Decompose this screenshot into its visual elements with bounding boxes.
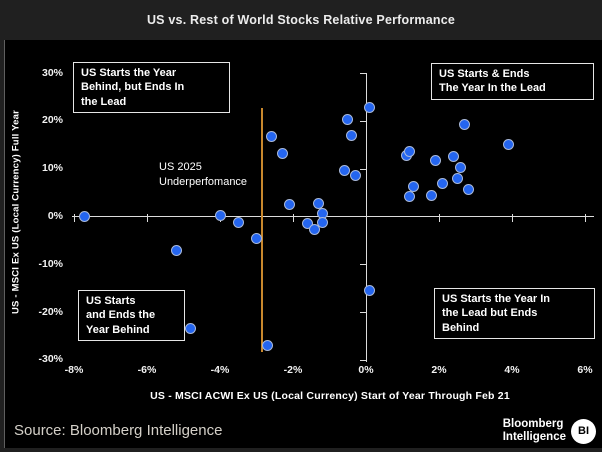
y-tick-mark [360,312,366,314]
x-tick-label: 0% [358,364,374,376]
data-point [79,211,91,222]
x-tick-mark [74,213,75,222]
x-tick-label: 4% [504,364,520,376]
data-point [404,190,416,202]
y-tick-label: -10% [38,257,63,270]
data-point [261,340,273,352]
data-point [462,184,474,196]
data-point [283,199,295,211]
data-point [455,161,467,173]
data-point [265,131,277,143]
annotation-top-right: US Starts & Ends The Year In the Lead [431,63,594,100]
x-tick-mark [512,213,513,222]
bloomberg-intelligence-logo: Bloomberg Intelligence BI [503,418,596,444]
data-point [437,177,449,189]
brand-line-1: Bloomberg [502,418,564,430]
us-2025-reference-line [260,108,263,352]
annotation-bottom-right: US Starts the Year In the Lead but Ends … [434,288,595,339]
data-point [342,113,354,125]
data-point [309,223,321,235]
data-point [214,210,226,222]
x-tick-label: -4% [210,364,230,376]
chart-title-text: US vs. Rest of World Stocks Relative Per… [146,13,456,27]
brand-wordmark: Bloomberg Intelligence [503,418,566,444]
x-tick-label: 2% [431,364,447,376]
x-tick-label: 6% [577,364,593,376]
brand-line-2: Intelligence [502,431,566,444]
data-point [232,217,244,229]
source-caption: Source: Bloomberg Intelligence [14,422,223,439]
y-tick-label: 0% [47,210,63,222]
x-tick-label: -2% [283,364,303,376]
data-point [404,145,416,157]
data-point [448,150,460,162]
x-axis-label: US - MSCI ACWI Ex US (Local Currency) St… [150,390,510,402]
data-point [426,189,438,201]
annotation-bottom-left: US Starts and Ends the Year Behind [78,290,185,341]
data-point [459,119,471,131]
data-point [407,180,419,192]
data-point [429,155,441,167]
x-tick-mark [366,213,367,222]
y-tick-label: -20% [38,305,63,318]
annotation-top-left: US Starts the Year Behind, but Ends In t… [73,62,230,113]
annotation-us-2025-underperformance: US 2025 Underperfomance [159,161,248,188]
y-tick-mark [360,73,366,74]
y-tick-label: 10% [41,162,63,175]
y-tick-mark [360,264,366,266]
data-point [251,232,262,244]
data-point [451,173,463,185]
y-tick-mark [360,168,366,170]
data-point [364,285,376,297]
x-tick-label: -6% [137,364,157,376]
bi-badge-icon: BI [571,418,596,444]
y-tick-label: 20% [41,114,63,127]
x-tick-mark [439,213,440,222]
data-point [502,138,514,150]
chart-title: US vs. Rest of World Stocks Relative Per… [0,0,602,40]
data-point [276,147,288,159]
y-axis-label: US - MSCI Ex US (Local Currency) Full Ye… [10,109,22,315]
x-tick-mark [147,213,148,222]
x-tick-label: -8% [64,364,84,376]
data-point [338,165,350,177]
data-point [345,129,357,141]
data-point [316,217,328,229]
data-point [302,218,314,230]
y-tick-mark [360,120,366,122]
y-tick-mark [360,359,366,361]
data-point [364,101,376,113]
x-tick-mark [585,213,586,222]
y-tick-label: -30% [38,353,63,366]
data-point [185,322,197,334]
x-tick-mark [293,213,294,222]
y-tick-label: 30% [41,66,63,79]
x-axis-line [72,216,594,217]
data-point [170,244,182,256]
data-point [349,169,361,181]
